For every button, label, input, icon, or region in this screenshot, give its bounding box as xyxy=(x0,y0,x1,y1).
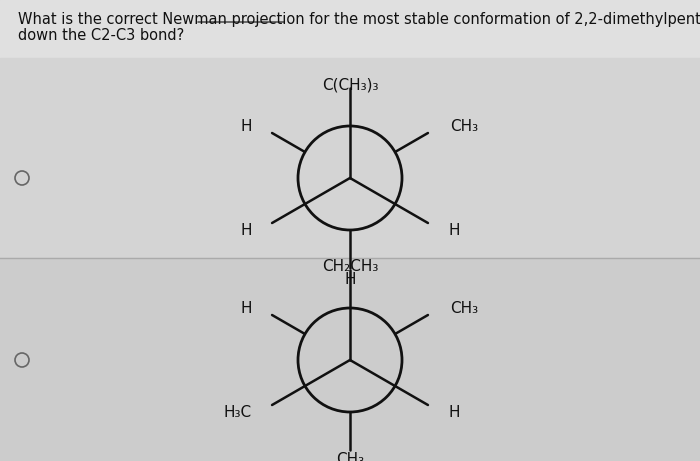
Text: H: H xyxy=(240,301,252,315)
Text: H: H xyxy=(344,272,356,287)
Bar xyxy=(0,0,700,58)
Text: CH₃: CH₃ xyxy=(450,118,478,134)
Bar xyxy=(0,258,700,461)
Text: H: H xyxy=(448,223,460,237)
Text: What is the correct Newman projection for the most stable conformation of 2,2-di: What is the correct Newman projection fo… xyxy=(18,12,700,27)
Text: down the C2-C3 bond?: down the C2-C3 bond? xyxy=(18,28,184,43)
Text: C(CH₃)₃: C(CH₃)₃ xyxy=(322,77,378,92)
Text: H: H xyxy=(240,118,252,134)
Bar xyxy=(0,58,700,258)
Text: CH₃: CH₃ xyxy=(336,452,364,461)
Text: CH₃: CH₃ xyxy=(450,301,478,315)
Text: CH₂CH₃: CH₂CH₃ xyxy=(322,259,378,274)
Text: H: H xyxy=(448,404,460,420)
Text: H: H xyxy=(240,223,252,237)
Text: H₃C: H₃C xyxy=(224,404,252,420)
